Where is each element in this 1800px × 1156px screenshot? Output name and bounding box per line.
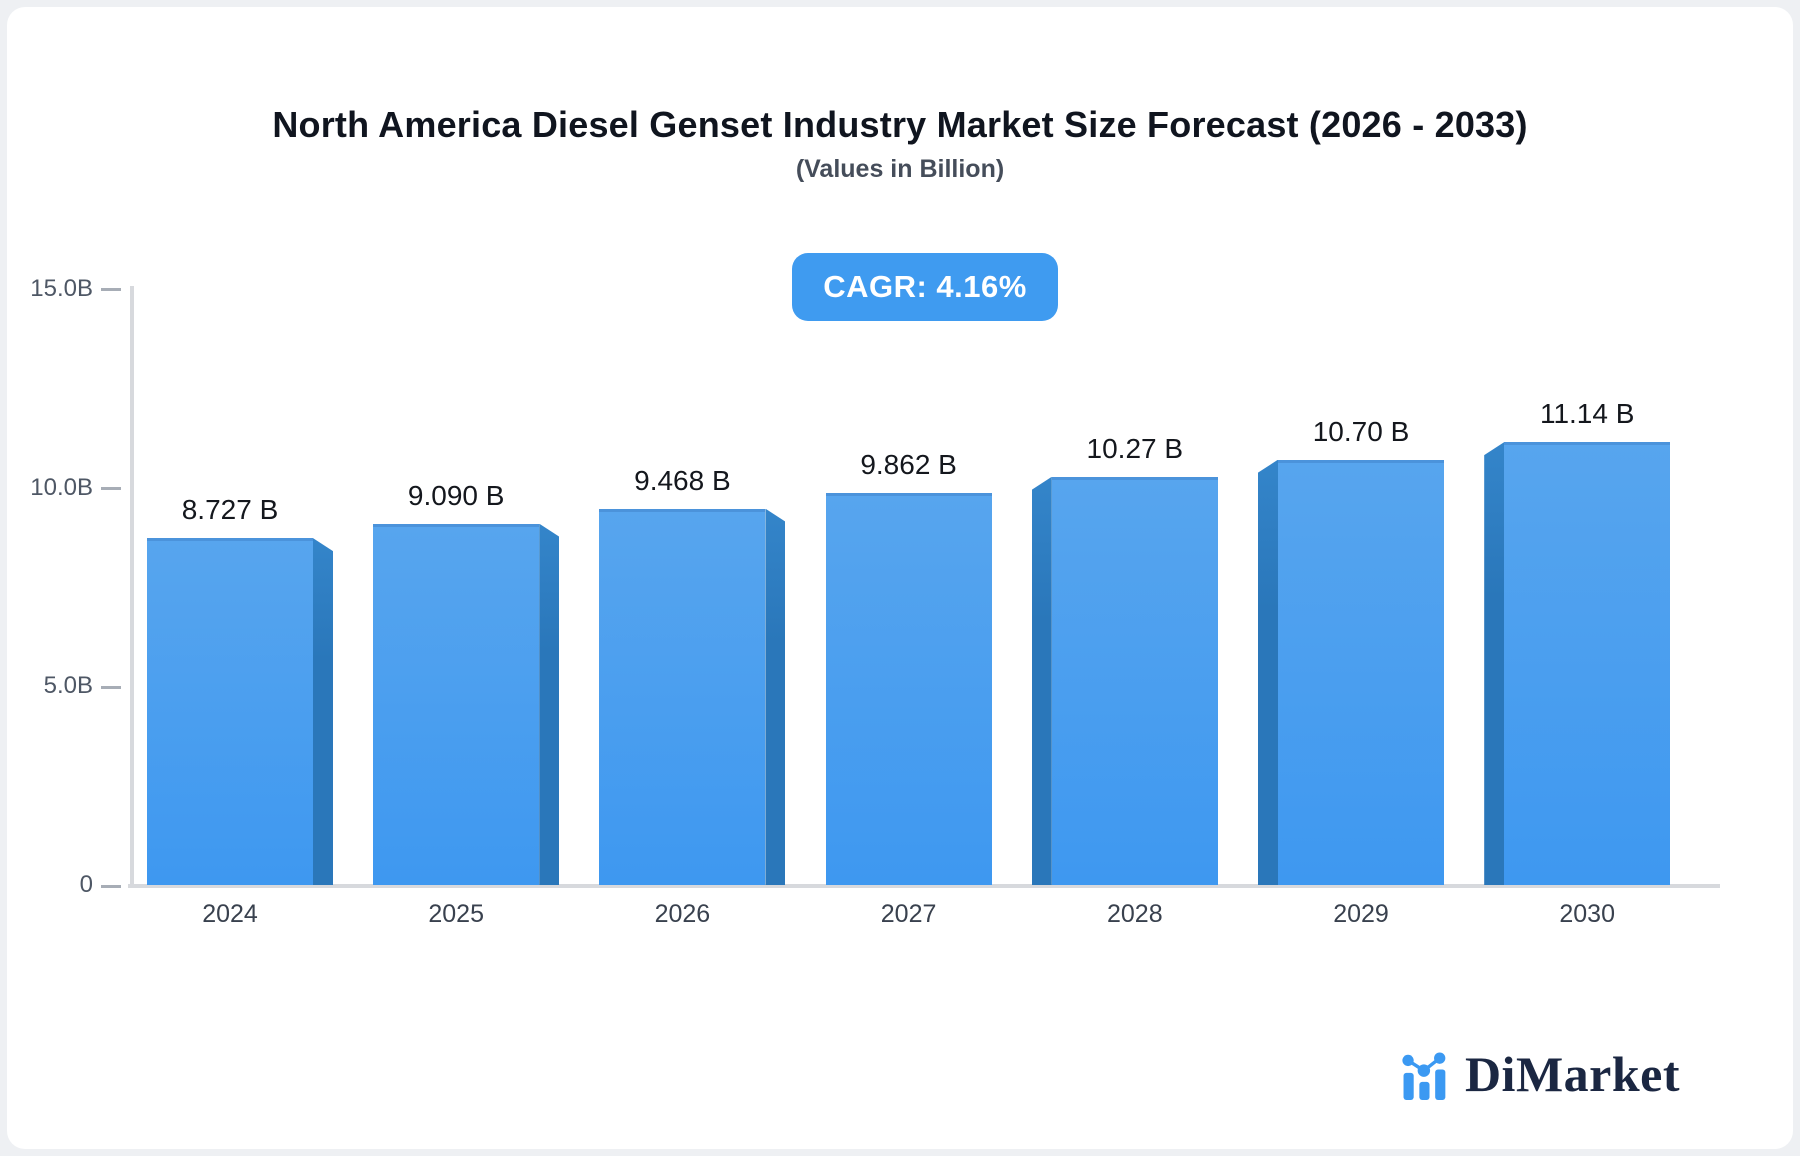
y-tick-label: 10.0B xyxy=(30,473,93,501)
x-axis-label-2030: 2030 xyxy=(1559,900,1615,928)
x-axis-label-2024: 2024 xyxy=(202,900,258,928)
chart-card: North America Diesel Genset Industry Mar… xyxy=(7,7,1793,1149)
bar-2026-side-face xyxy=(765,508,786,885)
bar-2029 xyxy=(1278,459,1444,885)
bar-value-label-2030: 11.14 B xyxy=(1539,398,1635,430)
y-tick-mark xyxy=(101,685,121,689)
y-tick-label: 5.0B xyxy=(43,672,93,700)
y-tick-label: 15.0B xyxy=(30,274,93,302)
cagr-badge: CAGR: 4.16% xyxy=(792,253,1058,321)
bar-2025-side-face xyxy=(539,523,560,885)
x-axis-label-2025: 2025 xyxy=(428,900,484,928)
y-tick-label: 0 xyxy=(79,871,93,898)
x-axis-label-2029: 2029 xyxy=(1333,900,1389,928)
bar-value-label-2025: 9.090 B xyxy=(407,479,505,511)
bar-value-label-2024: 8.727 B xyxy=(181,494,279,526)
logo-text: DiMarket xyxy=(1464,1046,1680,1102)
y-tick-mark xyxy=(101,884,121,888)
bar-value-label-2026: 9.468 B xyxy=(634,464,731,496)
bar-value-label-2029: 10.70 B xyxy=(1312,415,1410,447)
bar-2028-side-face xyxy=(1031,476,1052,885)
bar-2024-side-face xyxy=(313,538,333,885)
x-axis-label-2028: 2028 xyxy=(1106,900,1163,928)
bar-2030 xyxy=(1504,442,1671,885)
chart-title: North America Diesel Genset Industry Mar… xyxy=(272,104,1528,145)
bar-2029-side-face xyxy=(1258,459,1278,885)
bar-value-label-2027: 9.862 B xyxy=(860,448,957,480)
brand-logo: DiMarket xyxy=(1399,1045,1680,1103)
bar-2024 xyxy=(147,538,313,885)
y-axis-line xyxy=(130,286,134,886)
bar-2030-side-face xyxy=(1484,442,1505,885)
chart-subtitle: (Values in Billion) xyxy=(795,155,1005,183)
bar-2026 xyxy=(599,508,766,885)
bar-2028 xyxy=(1051,476,1218,885)
bar-value-label-2028: 10.27 B xyxy=(1086,432,1184,464)
bar-2027 xyxy=(825,492,992,885)
bar-2025 xyxy=(373,523,540,885)
y-tick-mark xyxy=(101,288,121,292)
x-axis-label-2026: 2026 xyxy=(654,900,711,928)
bar-chart-logo-icon xyxy=(1402,1052,1446,1100)
y-tick-mark xyxy=(101,487,121,490)
x-axis-label-2027: 2027 xyxy=(880,900,937,928)
x-axis-line xyxy=(128,884,1720,888)
